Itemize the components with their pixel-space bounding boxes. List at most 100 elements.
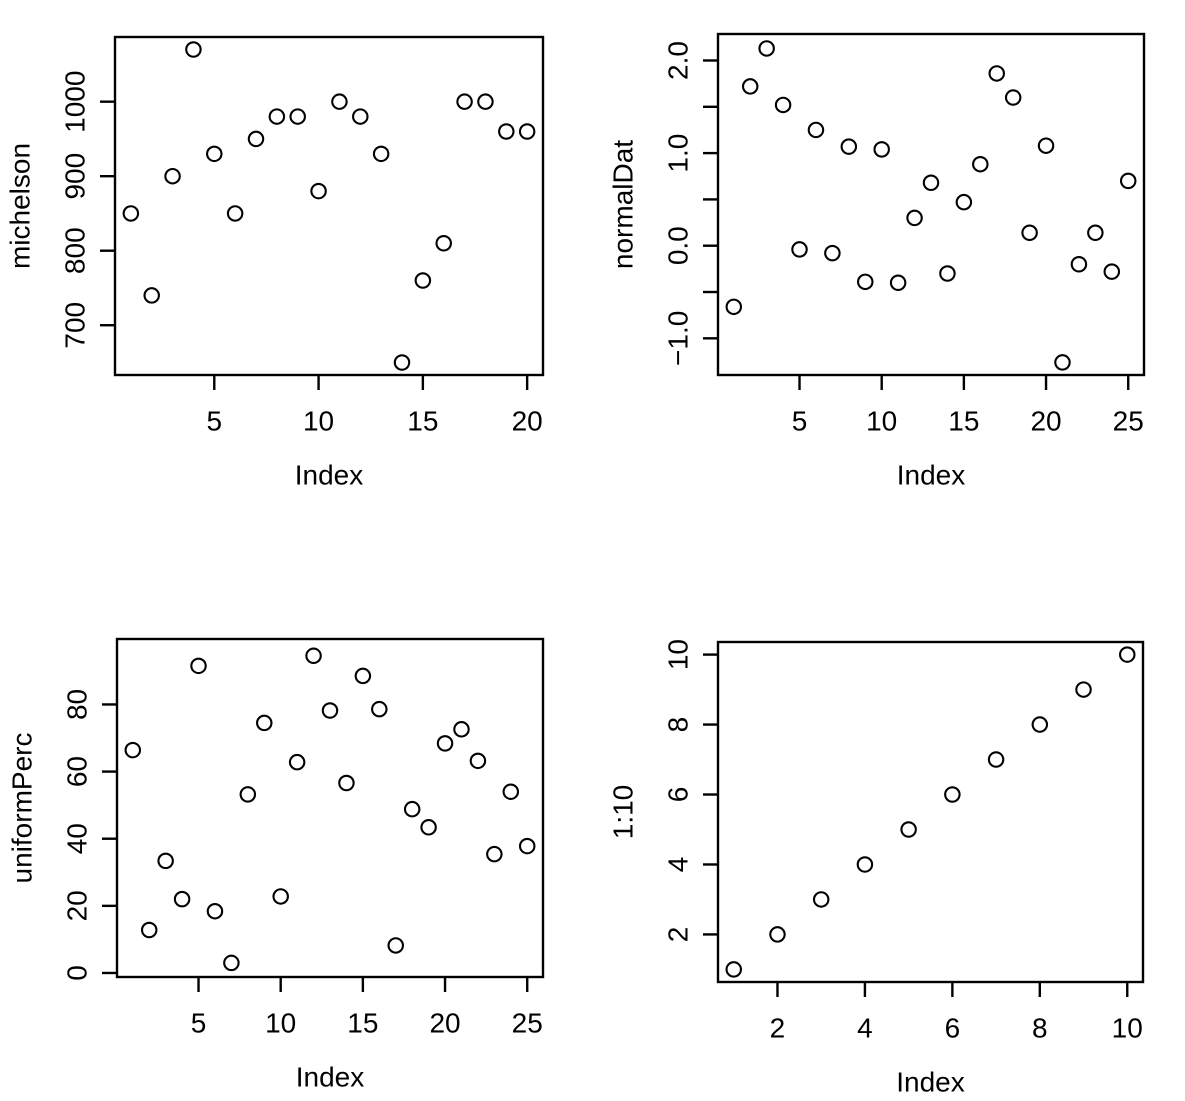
x-axis-tick-label: 5 <box>191 1008 207 1039</box>
scatter-plot-normaldat: 5 10 15 20 25 −1.0 0.0 1.0 2.0 Index normalDat <box>608 32 1146 491</box>
plot-frame <box>115 637 545 979</box>
data-point <box>393 354 411 371</box>
x-axis-tick-label: 5 <box>206 406 222 437</box>
data-point <box>268 108 286 125</box>
data-point <box>403 800 421 818</box>
x-axis-tick-label: 15 <box>407 406 438 437</box>
x-axis-tick-label: 15 <box>948 406 979 437</box>
data-point <box>185 41 202 58</box>
x-axis-tick-label: 25 <box>512 1008 543 1039</box>
y-axis-tick-label: 20 <box>62 890 93 921</box>
data-point <box>436 735 454 752</box>
y-axis-tick-label: 0 <box>62 965 93 981</box>
data-point <box>1021 224 1038 241</box>
data-point <box>922 174 940 191</box>
x-axis-tick-label: 5 <box>792 406 808 437</box>
y-axis-tick-label: 4 <box>663 857 694 873</box>
x-axis-label: Index <box>296 1062 365 1093</box>
data-point <box>1004 89 1022 106</box>
data-point <box>124 741 142 759</box>
data-point <box>856 856 874 873</box>
data-point <box>206 902 224 920</box>
y-axis-tick-label: −1.0 <box>663 311 694 366</box>
x-axis-tick-label: 10 <box>1112 1013 1143 1044</box>
data-point <box>256 714 273 732</box>
y-axis-tick-label: 800 <box>60 227 91 274</box>
x-axis-tick-label: 4 <box>857 1013 873 1044</box>
data-point <box>456 93 473 110</box>
data-point <box>305 647 322 665</box>
data-point <box>352 108 369 125</box>
x-axis-tick-label: 10 <box>265 1008 296 1039</box>
data-point <box>469 752 487 770</box>
data-point <box>1119 172 1137 190</box>
data-point <box>420 819 437 836</box>
data-point <box>889 274 907 292</box>
data-point <box>725 961 742 978</box>
data-point <box>206 145 223 163</box>
x-axis-tick-label: 10 <box>303 406 334 437</box>
data-point <box>725 298 743 316</box>
data-point <box>486 845 503 863</box>
plot-frame <box>716 640 1145 984</box>
data-point <box>944 786 961 803</box>
y-axis-tick-label: 6 <box>663 787 694 803</box>
data-point <box>824 244 841 262</box>
y-axis-tick-label: 1.0 <box>663 134 694 173</box>
data-point <box>272 888 289 905</box>
data-point <box>247 130 265 148</box>
data-point <box>774 96 792 114</box>
x-axis-label: Index <box>896 1067 965 1098</box>
x-axis-tick-label: 25 <box>1113 406 1144 437</box>
data-point <box>987 751 1005 768</box>
data-point <box>1070 255 1088 273</box>
data-point <box>1031 716 1049 733</box>
data-point <box>1119 646 1136 663</box>
data-point <box>1054 354 1071 371</box>
data-point <box>372 145 390 163</box>
x-axis-tick-label: 20 <box>429 1008 460 1039</box>
x-axis-label: Index <box>295 460 364 491</box>
data-point <box>289 108 306 125</box>
data-point <box>988 65 1005 82</box>
data-point <box>807 121 825 139</box>
y-axis-tick-label: 40 <box>62 823 93 854</box>
x-axis-tick-label: 20 <box>1030 406 1061 437</box>
x-axis-tick-label: 10 <box>866 406 897 437</box>
y-axis-tick-label: 900 <box>60 153 91 200</box>
y-axis-label: michelson <box>5 143 36 269</box>
data-point <box>939 265 956 282</box>
data-point <box>435 235 452 252</box>
y-axis-tick-label: 0.0 <box>663 226 694 265</box>
data-point <box>873 141 890 158</box>
data-point <box>955 193 973 211</box>
data-point <box>906 209 923 227</box>
y-axis-tick-label: 10 <box>663 639 694 670</box>
y-axis-tick-label: 2.0 <box>663 41 694 80</box>
data-point <box>857 273 874 291</box>
y-axis-tick-label: 700 <box>60 302 91 349</box>
data-point <box>741 78 759 95</box>
data-point <box>371 700 388 718</box>
data-point <box>518 837 536 855</box>
data-point <box>164 167 181 185</box>
data-point <box>387 937 404 954</box>
data-point <box>812 891 830 908</box>
data-point <box>173 890 191 908</box>
y-axis-tick-label: 1000 <box>60 71 91 133</box>
scatter-plot-uniformperc: 5 10 15 20 25 0 20 40 60 80 Index uniformPerc <box>7 637 545 1093</box>
y-axis-tick-label: 80 <box>62 689 93 720</box>
data-point <box>769 926 786 943</box>
data-point <box>157 852 174 870</box>
x-axis-tick-label: 6 <box>945 1013 961 1044</box>
x-axis-tick-label: 8 <box>1032 1013 1048 1044</box>
data-point <box>321 702 339 719</box>
data-point <box>518 123 536 140</box>
data-point <box>414 272 432 289</box>
data-point <box>502 783 520 800</box>
x-axis-tick-label: 2 <box>770 1013 786 1044</box>
data-point <box>1075 681 1092 698</box>
y-axis-label: uniformPerc <box>7 733 38 884</box>
data-point <box>972 155 989 173</box>
